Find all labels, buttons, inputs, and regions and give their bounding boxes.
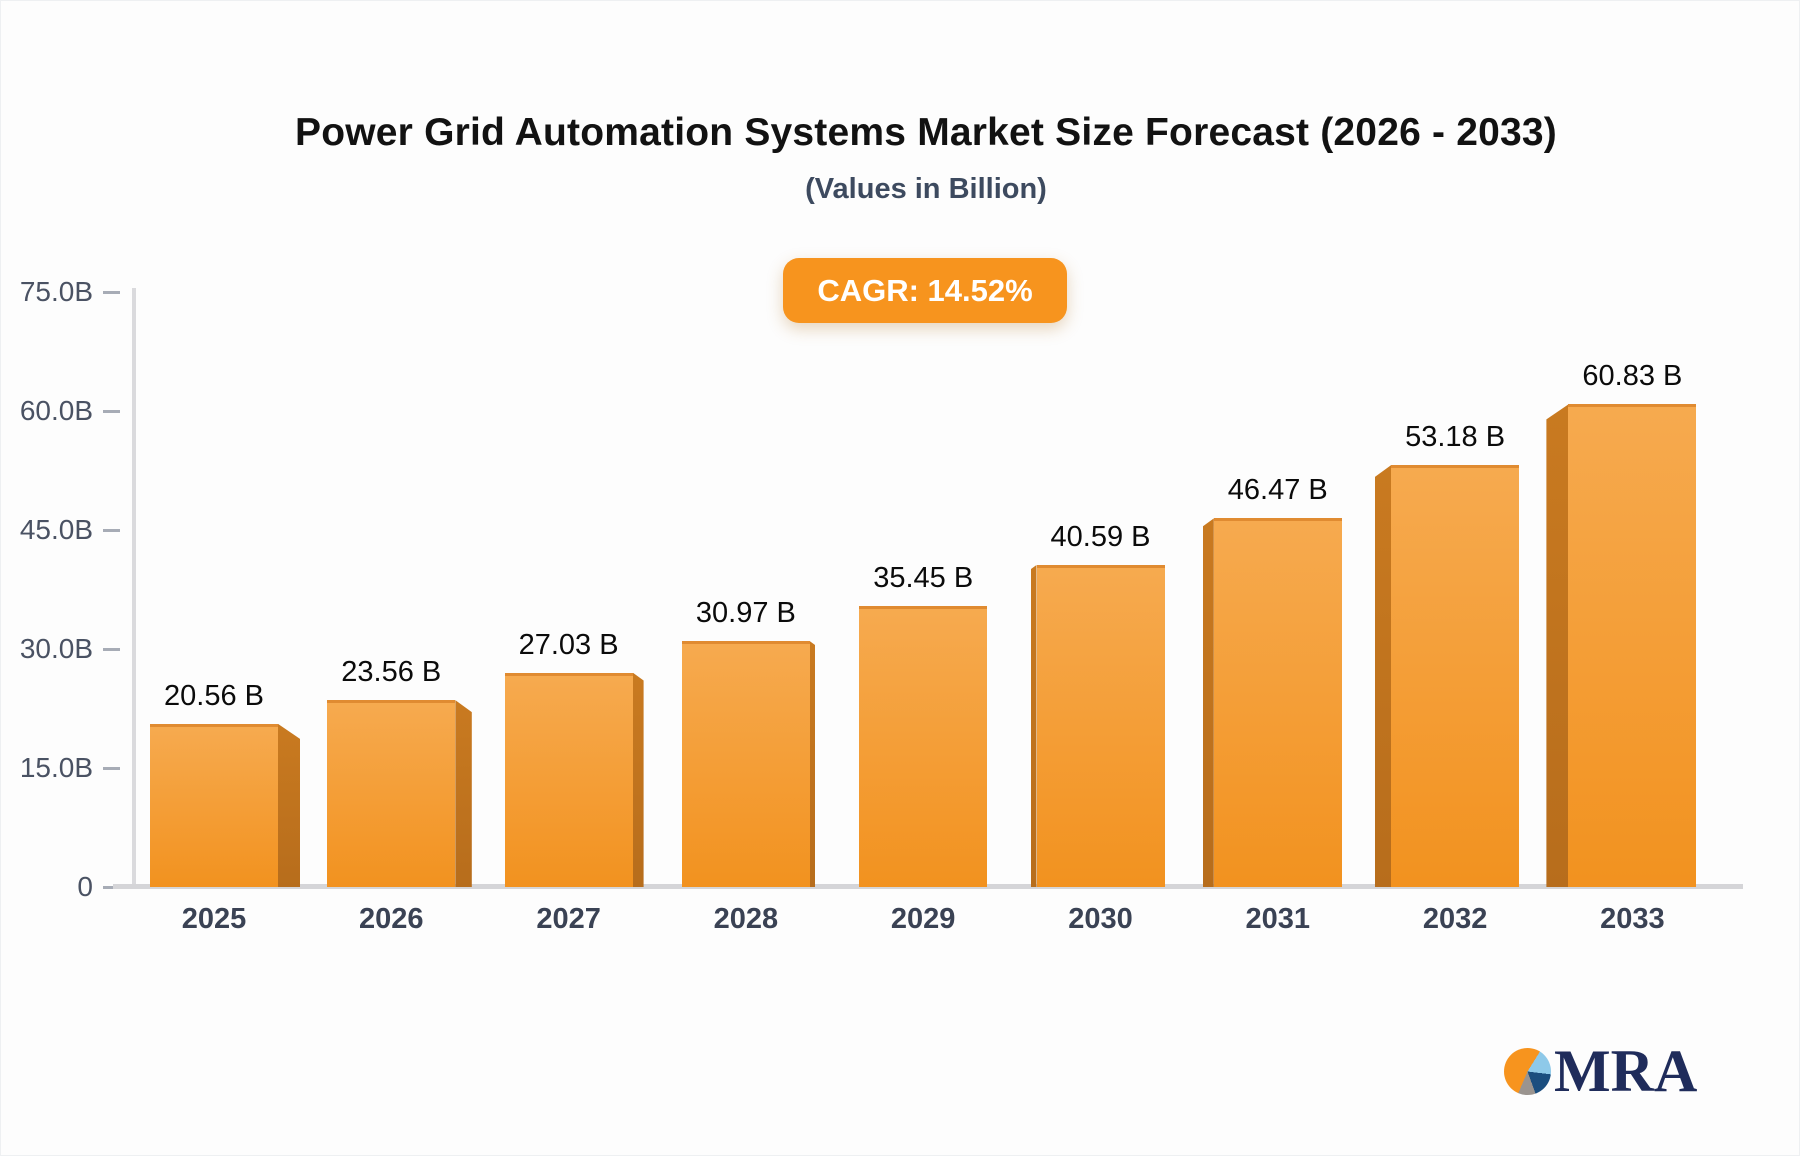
bar-side-face [278,723,300,887]
y-axis-tick [103,290,120,294]
brand-logo: MRA [1504,1038,1697,1104]
bar-value-label: 46.47 B [1227,474,1328,507]
bar-2032 [1391,465,1520,887]
x-axis-label-2032: 2032 [1422,903,1488,935]
bar-2026 [327,700,456,887]
y-axis-tick [103,766,120,770]
pie-chart-logo-icon [1504,1047,1551,1095]
brand-logo-text: MRA [1554,1037,1698,1104]
chart-subtitle: (Values in Billion) [805,173,1047,205]
y-axis-tick-label: 15.0B [19,752,93,783]
bar-2025 [150,723,278,887]
x-axis-label-2025: 2025 [181,903,247,935]
cagr-badge-label: CAGR: 14.52% [817,272,1033,308]
bar-side-face [632,672,644,887]
x-axis-label-2033: 2033 [1600,903,1665,935]
y-axis-tick [103,528,120,532]
bar-2031 [1213,518,1342,887]
bar-2029 [859,605,988,887]
x-axis-label-2028: 2028 [713,903,779,935]
y-axis-tick [103,885,120,889]
bar-value-label: 20.56 B [164,679,264,712]
x-axis-label-2030: 2030 [1068,903,1133,935]
bar-side-face [1031,564,1037,887]
y-axis-tick-label: 60.0B [19,395,93,426]
bar-2027 [504,672,633,887]
bar-2033 [1568,404,1697,887]
bar-value-label: 40.59 B [1050,520,1151,553]
bar-side-face [809,641,816,887]
x-axis-label-2026: 2026 [359,903,424,935]
bar-value-label: 53.18 B [1405,421,1506,454]
bar-value-label: 60.83 B [1582,360,1683,393]
chart-title: Power Grid Automation Systems Market Siz… [295,111,1557,154]
bar-side-face [1546,404,1569,887]
bar-2028 [681,641,810,887]
y-axis-line [132,288,136,887]
y-axis-tick-label: 75.0B [19,276,93,307]
bar-side-face [1374,465,1392,887]
bar-side-face [1202,518,1214,887]
y-axis-tick-label: 0 [77,871,93,902]
bar-side-face [455,700,472,887]
bar-value-label: 30.97 B [695,597,796,630]
x-axis-label-2031: 2031 [1245,903,1311,935]
bar-2030 [1036,564,1165,887]
y-axis-tick [103,409,120,413]
x-axis-label-2027: 2027 [536,903,601,935]
bar-value-label: 23.56 B [341,656,442,689]
y-axis-tick-label: 45.0B [19,514,93,545]
y-axis-tick-label: 30.0B [19,633,93,664]
y-axis-tick [103,647,120,651]
x-axis-label-2029: 2029 [890,903,956,935]
bar-value-label: 27.03 B [518,628,619,661]
bar-value-label: 35.45 B [873,561,974,594]
cagr-badge: CAGR: 14.52% [783,258,1067,323]
